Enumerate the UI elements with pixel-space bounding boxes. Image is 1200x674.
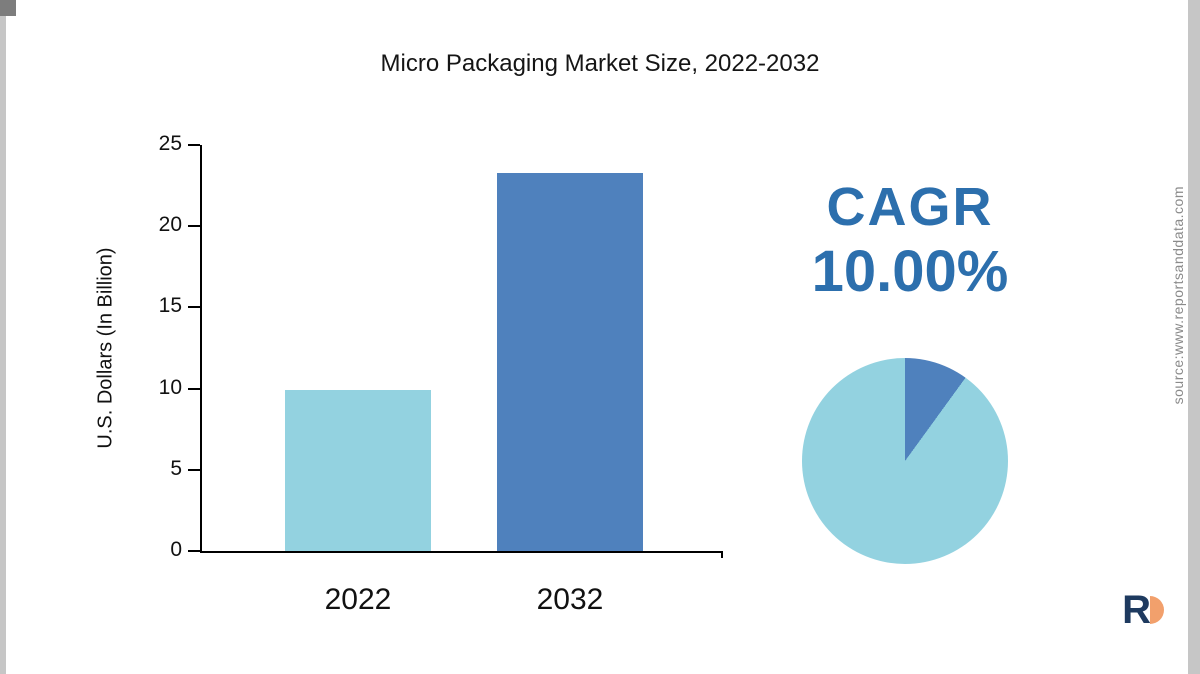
logo-orange-mark <box>1150 596 1164 624</box>
bar-2022 <box>285 390 431 551</box>
y-tick-mark <box>188 387 200 390</box>
source-note: source:www.reportsanddata.com <box>1170 186 1186 405</box>
y-tick-label: 15 <box>158 294 182 318</box>
corner-mark <box>0 0 16 16</box>
y-tick-mark <box>188 144 200 146</box>
cagr-label: CAGR <box>826 177 994 237</box>
y-tick-label: 20 <box>158 213 182 237</box>
y-tick-label: 5 <box>170 456 182 480</box>
y-tick-mark <box>188 468 200 471</box>
cagr-pie <box>802 358 1008 564</box>
x-axis-end-tick <box>721 551 723 558</box>
left-edge-strip <box>0 0 6 674</box>
y-tick-label: 25 <box>158 132 182 155</box>
cagr-block: CAGR 10.00% <box>745 177 1075 307</box>
x-tick-label: 2032 <box>536 583 604 616</box>
y-tick-label: 10 <box>158 375 182 399</box>
cagr-value: 10.00% <box>811 239 1009 305</box>
bar-2032 <box>497 172 643 551</box>
y-tick-mark <box>188 306 200 309</box>
y-tick-mark <box>188 225 200 228</box>
logo-letter: R <box>1122 588 1151 632</box>
right-edge-strip <box>1188 0 1200 674</box>
y-tick-mark <box>188 550 200 552</box>
chart-title: Micro Packaging Market Size, 2022-2032 <box>380 50 820 77</box>
y-tick-label: 0 <box>170 538 182 561</box>
x-tick-label: 2022 <box>324 583 392 616</box>
brand-logo: R <box>1122 590 1164 630</box>
y-axis-title: U.S. Dollars (In Billion) <box>94 247 117 449</box>
plot-area <box>200 145 722 553</box>
